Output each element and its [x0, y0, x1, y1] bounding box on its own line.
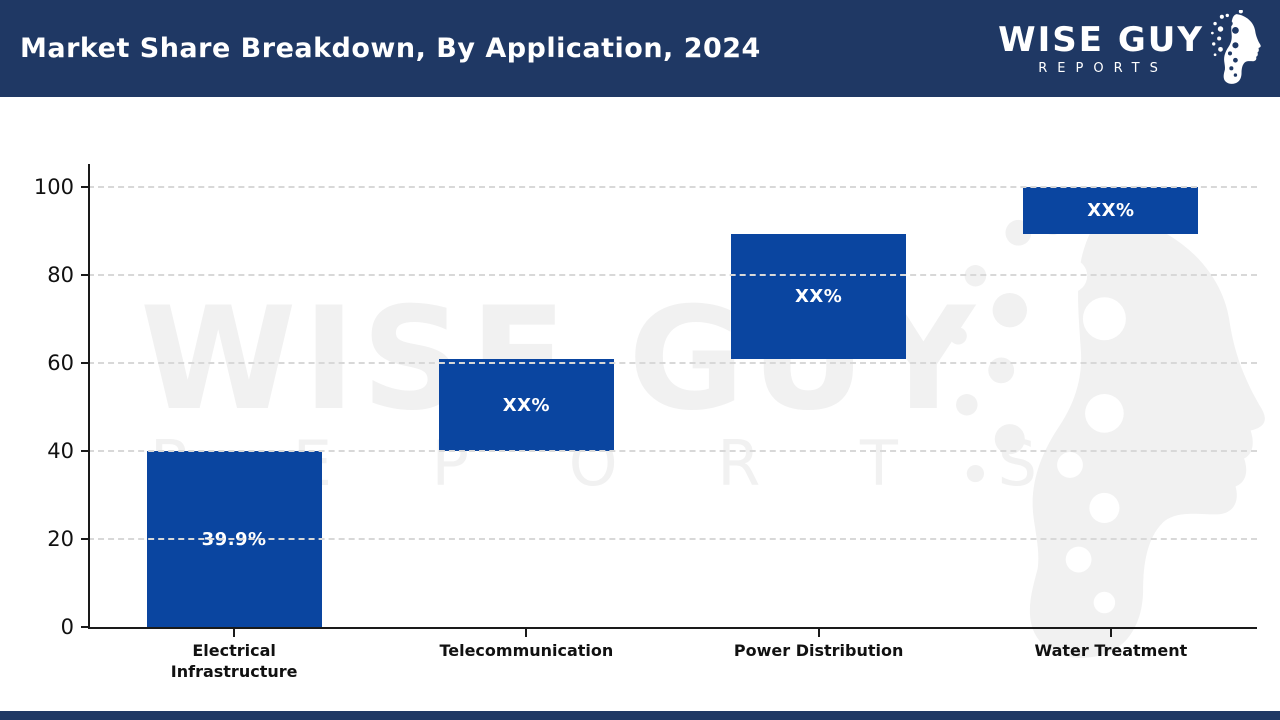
category-label-1: Telecommunication [439, 641, 614, 660]
ytick-mark-100 [81, 186, 88, 188]
gridline-100 [88, 186, 1257, 188]
gridline-60 [88, 362, 1257, 364]
page-title: Market Share Breakdown, By Application, … [20, 33, 761, 64]
ytick-mark-20 [81, 538, 88, 540]
ytick-label-80: 80 [47, 263, 74, 287]
ytick-mark-0 [81, 626, 88, 628]
logo-subtitle: REPORTS [1038, 60, 1168, 76]
header-bar: Market Share Breakdown, By Application, … [0, 0, 1280, 97]
bar-power-distribution: XX% [731, 234, 907, 359]
x-axis-line [88, 627, 1257, 629]
xtick-mark-1 [525, 629, 528, 637]
ytick-label-100: 100 [33, 175, 74, 199]
gridline-80 [88, 274, 1257, 276]
gridline-20 [88, 538, 1257, 540]
bar-value-label: XX% [794, 285, 843, 307]
xtick-mark-0 [233, 629, 236, 637]
xtick-mark-2 [817, 629, 820, 637]
footer-bar [0, 711, 1280, 720]
category-label-3: Water Treatment [1034, 641, 1188, 660]
logo-wordmark: WISE GUY [998, 19, 1204, 60]
xtick-mark-3 [1109, 629, 1112, 637]
logo-text: WISE GUY REPORTS [998, 23, 1204, 75]
ytick-label-60: 60 [47, 351, 74, 375]
ytick-mark-40 [81, 450, 88, 452]
dotted-head-icon [1211, 9, 1261, 84]
category-label-2: Power Distribution [733, 641, 904, 660]
bar-value-label: XX% [1087, 200, 1135, 222]
y-axis-line [88, 164, 90, 629]
category-label-0: Electrical Infrastructure [170, 641, 298, 681]
bar-value-label: XX% [502, 394, 551, 416]
bar-water-treatment: XX% [1023, 187, 1199, 235]
ytick-label-40: 40 [47, 439, 74, 463]
ytick-label-20: 20 [47, 527, 74, 551]
ytick-mark-60 [81, 362, 88, 364]
bar-telecommunication: XX% [438, 358, 614, 452]
ytick-mark-80 [81, 274, 88, 276]
ytick-label-0: 0 [60, 615, 74, 639]
wise-guy-reports-logo: WISE GUY REPORTS [998, 9, 1266, 88]
gridline-40 [88, 450, 1257, 452]
waterfall-chart: 0 20 40 60 80 100 39.9% Electrical Infrastructu… [0, 97, 1280, 711]
